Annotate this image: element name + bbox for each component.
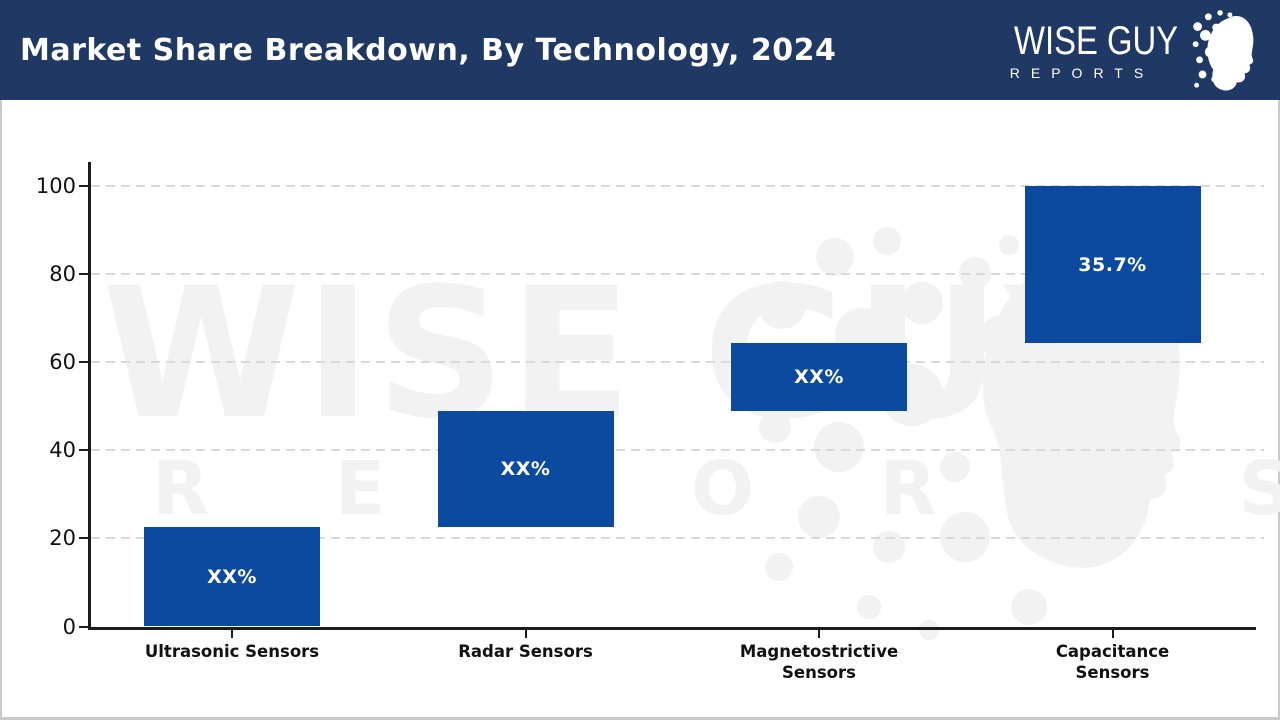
bar-value-label: XX%	[207, 565, 257, 588]
bar-segment-2: XX%	[437, 411, 614, 527]
brand-subname: REPORTS	[1009, 65, 1155, 81]
gridline-20	[91, 537, 1264, 540]
chart-area: WISE GUY R E P O R T S 0 20 40 60 80 100 XX% X…	[0, 100, 1280, 720]
category-label-line: Ultrasonic Sensors	[144, 642, 320, 661]
category-label-4: Capacitance Sensors	[998, 641, 1228, 683]
y-tick-label-60: 60	[49, 350, 76, 375]
watermark-text-main: WISE GUY	[102, 250, 1140, 459]
category-label-2: Radar Sensors	[411, 641, 641, 662]
y-tick-label-0: 0	[62, 614, 76, 639]
y-tick-label-20: 20	[49, 526, 76, 551]
page-title: Market Share Breakdown, By Technology, 2…	[20, 32, 837, 68]
bar-value-label: 35.7%	[1078, 253, 1147, 276]
brand-name: WISE GUY	[1013, 19, 1178, 63]
plot: 0 20 40 60 80 100 XX% XX% XX% 35.7% Ultrasonic S…	[2, 100, 1278, 717]
bar-segment-4: 35.7%	[1024, 186, 1201, 344]
category-label-3: Magnetostrictive Sensors	[704, 641, 934, 683]
x-axis-line	[88, 627, 1256, 630]
category-label-line: Radar Sensors	[458, 642, 593, 661]
y-tick-0	[79, 625, 88, 628]
brand-face-icon	[1192, 10, 1254, 91]
brand-logo-text: WISE GUY REPORTS	[978, 21, 1178, 81]
y-tick-60	[79, 361, 88, 364]
gridline-80	[91, 273, 1264, 276]
y-tick-40	[79, 449, 88, 452]
bar-segment-3: XX%	[731, 343, 907, 412]
y-tick-label-80: 80	[49, 262, 76, 287]
brand-logo: WISE GUY REPORTS	[978, 6, 1268, 96]
header-bar: Market Share Breakdown, By Technology, 2…	[0, 0, 1280, 100]
category-label-line: Capacitance	[1055, 642, 1170, 661]
x-tick-3	[818, 630, 820, 638]
y-tick-20	[79, 537, 88, 540]
x-tick-2	[524, 630, 527, 638]
x-tick-4	[1111, 630, 1114, 638]
y-tick-label-40: 40	[49, 438, 76, 463]
x-tick-1	[231, 630, 233, 638]
gridline-60	[91, 361, 1264, 364]
bar-value-label: XX%	[500, 458, 551, 481]
category-label-line: Sensors	[1075, 663, 1150, 682]
category-label-1: Ultrasonic Sensors	[117, 641, 347, 662]
gridline-40	[91, 449, 1264, 452]
bar-value-label: XX%	[794, 366, 844, 389]
y-tick-100	[79, 185, 88, 187]
bar-segment-1: XX%	[144, 526, 320, 627]
category-label-line: Sensors	[782, 663, 856, 682]
y-axis-line	[88, 162, 91, 630]
gridline-100	[91, 185, 1264, 187]
y-tick-80	[79, 273, 88, 276]
category-label-line: Magnetostrictive	[739, 642, 899, 661]
y-tick-label-100: 100	[35, 174, 76, 198]
